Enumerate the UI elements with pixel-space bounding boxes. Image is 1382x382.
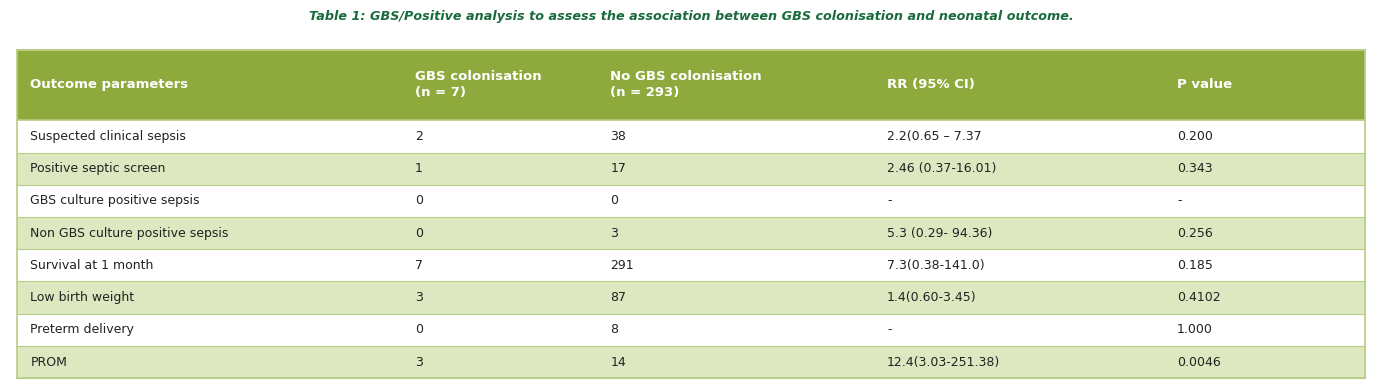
Text: 17: 17 <box>611 162 626 175</box>
Text: Positive septic screen: Positive septic screen <box>30 162 166 175</box>
Text: 3: 3 <box>415 291 423 304</box>
Text: 0: 0 <box>415 194 423 207</box>
Bar <box>17 50 1365 120</box>
Text: 2: 2 <box>415 130 423 143</box>
Bar <box>17 120 1365 152</box>
Text: 0.4102: 0.4102 <box>1177 291 1220 304</box>
Text: 0: 0 <box>611 194 618 207</box>
Text: -: - <box>887 194 891 207</box>
Text: 1: 1 <box>415 162 423 175</box>
Bar <box>17 346 1365 378</box>
Text: Preterm delivery: Preterm delivery <box>30 323 134 336</box>
Bar <box>17 249 1365 282</box>
Text: GBS colonisation
(n = 7): GBS colonisation (n = 7) <box>415 70 542 99</box>
Text: RR (95% CI): RR (95% CI) <box>887 78 974 91</box>
Bar <box>17 152 1365 185</box>
Text: P value: P value <box>1177 78 1231 91</box>
Text: No GBS colonisation
(n = 293): No GBS colonisation (n = 293) <box>611 70 761 99</box>
Text: 1.4(0.60-3.45): 1.4(0.60-3.45) <box>887 291 977 304</box>
Text: PROM: PROM <box>30 356 68 369</box>
Text: 3: 3 <box>415 356 423 369</box>
Bar <box>17 314 1365 346</box>
Text: 0.256: 0.256 <box>1177 227 1212 240</box>
Text: GBS culture positive sepsis: GBS culture positive sepsis <box>30 194 200 207</box>
Text: 87: 87 <box>611 291 626 304</box>
Text: Low birth weight: Low birth weight <box>30 291 134 304</box>
Text: Survival at 1 month: Survival at 1 month <box>30 259 153 272</box>
Text: 7.3(0.38-141.0): 7.3(0.38-141.0) <box>887 259 984 272</box>
Text: 2.46 (0.37-16.01): 2.46 (0.37-16.01) <box>887 162 996 175</box>
Text: Outcome parameters: Outcome parameters <box>30 78 188 91</box>
Text: -: - <box>887 323 891 336</box>
Text: 2.2(0.65 – 7.37: 2.2(0.65 – 7.37 <box>887 130 981 143</box>
Text: Table 1: GBS/Positive analysis to assess the association between GBS colonisatio: Table 1: GBS/Positive analysis to assess… <box>308 10 1074 23</box>
Text: -: - <box>1177 194 1182 207</box>
Text: 1.000: 1.000 <box>1177 323 1213 336</box>
Bar <box>17 282 1365 314</box>
Text: 0.343: 0.343 <box>1177 162 1212 175</box>
Text: 291: 291 <box>611 259 634 272</box>
Text: 14: 14 <box>611 356 626 369</box>
Text: 0.185: 0.185 <box>1177 259 1213 272</box>
Text: 3: 3 <box>611 227 618 240</box>
Text: 0.200: 0.200 <box>1177 130 1213 143</box>
Text: 38: 38 <box>611 130 626 143</box>
Text: 0: 0 <box>415 227 423 240</box>
Text: 0: 0 <box>415 323 423 336</box>
Bar <box>17 185 1365 217</box>
Bar <box>17 217 1365 249</box>
Text: 5.3 (0.29- 94.36): 5.3 (0.29- 94.36) <box>887 227 992 240</box>
Text: Suspected clinical sepsis: Suspected clinical sepsis <box>30 130 187 143</box>
Text: 12.4(3.03-251.38): 12.4(3.03-251.38) <box>887 356 1001 369</box>
Text: 7: 7 <box>415 259 423 272</box>
Text: 0.0046: 0.0046 <box>1177 356 1220 369</box>
Text: 8: 8 <box>611 323 618 336</box>
Text: Non GBS culture positive sepsis: Non GBS culture positive sepsis <box>30 227 229 240</box>
